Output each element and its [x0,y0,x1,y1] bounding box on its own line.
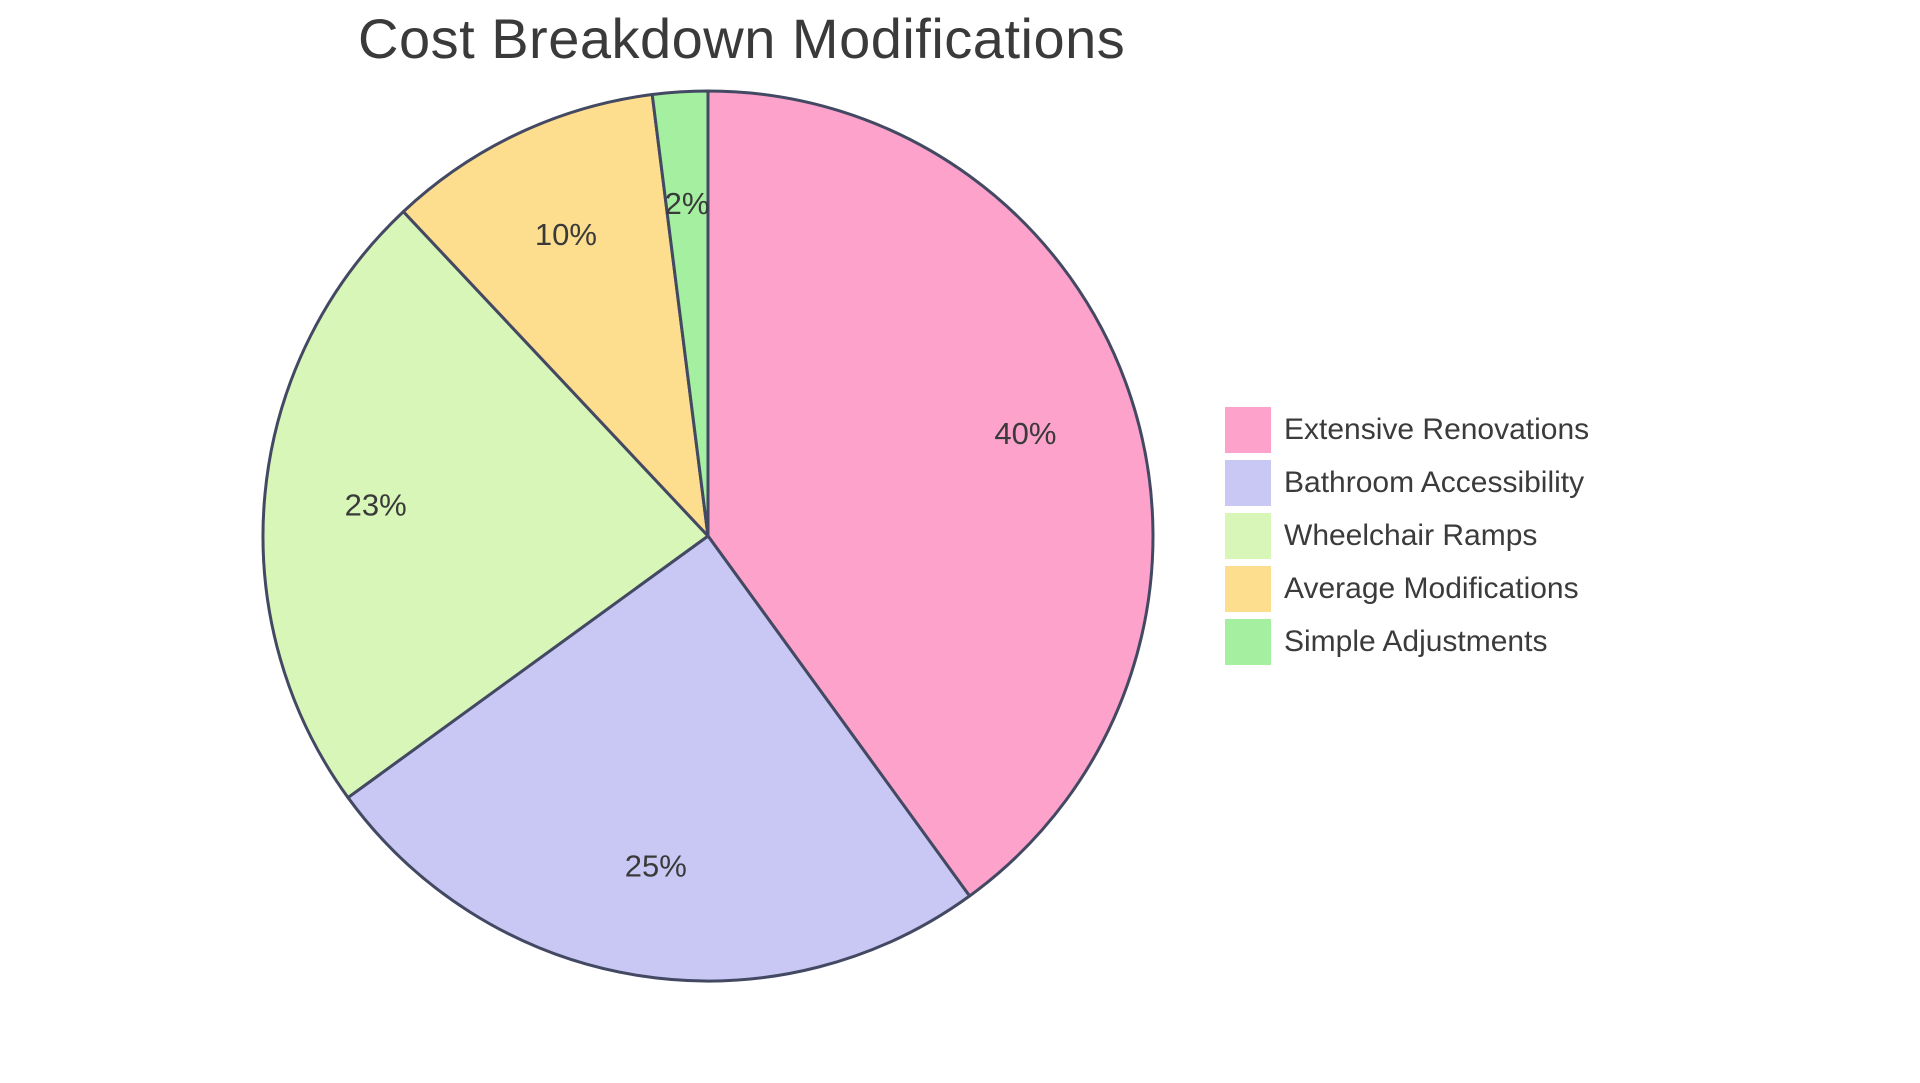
pie-slice-extensive-renovations [706,89,1155,898]
legend-swatch-wheelchair-ramps [1225,513,1271,559]
pie-slice-bathroom-accessibility [346,534,972,983]
pie-slice-percent-label-wheelchair-ramps: 23% [345,487,407,522]
legend-item-bathroom-accessibility: Bathroom Accessibility [1225,460,1589,506]
legend-swatch-simple-adjustments [1225,619,1271,665]
legend-item-simple-adjustments: Simple Adjustments [1225,619,1589,665]
pie-slice-percent-label-bathroom-accessibility: 25% [625,848,687,883]
legend-item-average-modifications: Average Modifications [1225,566,1589,612]
pie-slice-percent-label-simple-adjustments: 2% [665,186,710,221]
pie-slice-simple-adjustments [650,89,710,538]
legend-item-label: Extensive Renovations [1284,413,1590,446]
pie-slice-percent-label-extensive-renovations: 40% [994,416,1056,451]
legend-swatch-extensive-renovations [1225,407,1271,453]
legend: Extensive Renovations Bathroom Accessibil… [1225,407,1589,672]
legend-item-label: Simple Adjustments [1284,625,1548,658]
pie-slice-percent-label-average-modifications: 10% [535,217,597,252]
legend-item-label: Bathroom Accessibility [1284,466,1585,499]
pie-slice-average-modifications [401,93,710,538]
legend-item-label: Average Modifications [1284,572,1579,605]
legend-item-label: Wheelchair Ramps [1284,519,1538,552]
chart-title: Cost Breakdown Modifications [358,7,1126,70]
legend-item-wheelchair-ramps: Wheelchair Ramps [1225,513,1589,559]
legend-swatch-average-modifications [1225,566,1271,612]
pie-slice-wheelchair-ramps [261,210,710,800]
legend-item-extensive-renovations: Extensive Renovations [1225,407,1589,453]
legend-swatch-bathroom-accessibility [1225,460,1271,506]
